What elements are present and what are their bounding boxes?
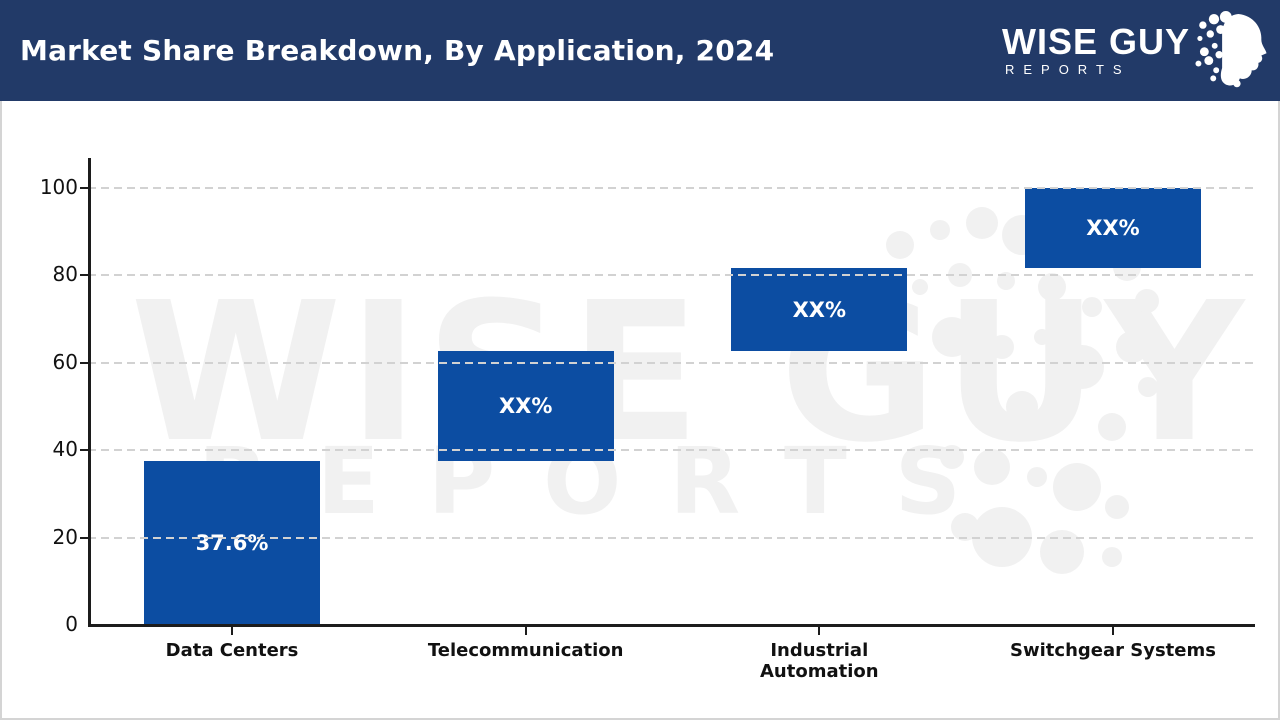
bar-telecommunication: XX% xyxy=(437,351,614,461)
wiseguy-head-icon xyxy=(1195,10,1267,87)
y-tick-40 xyxy=(80,449,88,451)
bar-data-centers: 37.6% xyxy=(144,460,320,625)
wiseguy-logo-text: WISE GUY REPORTS xyxy=(1001,20,1190,77)
x-axis-label-telecommunication: Telecommunication xyxy=(427,640,624,661)
bar-value-label: XX% xyxy=(1086,215,1140,240)
y-tick-20 xyxy=(80,536,88,539)
y-tick-80 xyxy=(80,274,88,276)
wiseguy-logo: WISE GUY REPORTS xyxy=(1002,7,1268,95)
gridline-100 xyxy=(88,186,1255,189)
x-axis-label-data-centers: Data Centers xyxy=(165,640,299,661)
x-tick-0 xyxy=(231,627,233,635)
y-axis-line xyxy=(88,158,91,625)
bar-industrial-automation: XX% xyxy=(731,268,908,352)
bar-value-label: 37.6% xyxy=(195,530,269,555)
x-tick-1 xyxy=(524,627,527,635)
bar-switchgear-systems: XX% xyxy=(1025,187,1201,268)
x-tick-3 xyxy=(1112,627,1114,635)
bar-value-label: XX% xyxy=(498,393,553,418)
gridline-40 xyxy=(88,449,1255,451)
y-axis-label-20: 20 xyxy=(52,524,78,549)
y-tick-60 xyxy=(80,361,88,364)
header: Market Share Breakdown, By Application, … xyxy=(0,0,1280,101)
wiseguy-logo-brand: WISE GUY xyxy=(1001,20,1190,62)
y-axis-label-0: 0 xyxy=(65,612,78,636)
bar-value-label: XX% xyxy=(792,297,847,322)
x-axis-label-industrial-automation: Industrial Automation xyxy=(760,640,879,682)
gridline-20 xyxy=(88,536,1255,539)
y-tick-100 xyxy=(80,186,88,189)
y-axis-label-80: 80 xyxy=(52,262,78,286)
x-axis-line xyxy=(88,624,1255,627)
x-tick-2 xyxy=(818,627,821,635)
y-axis-label-40: 40 xyxy=(52,437,78,461)
wiseguy-logo-sub: REPORTS xyxy=(1004,61,1131,77)
y-axis-label-60: 60 xyxy=(52,349,78,374)
page-title: Market Share Breakdown, By Application, … xyxy=(20,34,775,67)
gridline-80 xyxy=(88,274,1255,276)
gridline-60 xyxy=(88,361,1255,364)
x-axis-label-switchgear-systems: Switchgear Systems xyxy=(1010,640,1216,661)
y-axis-label-100: 100 xyxy=(39,174,78,199)
